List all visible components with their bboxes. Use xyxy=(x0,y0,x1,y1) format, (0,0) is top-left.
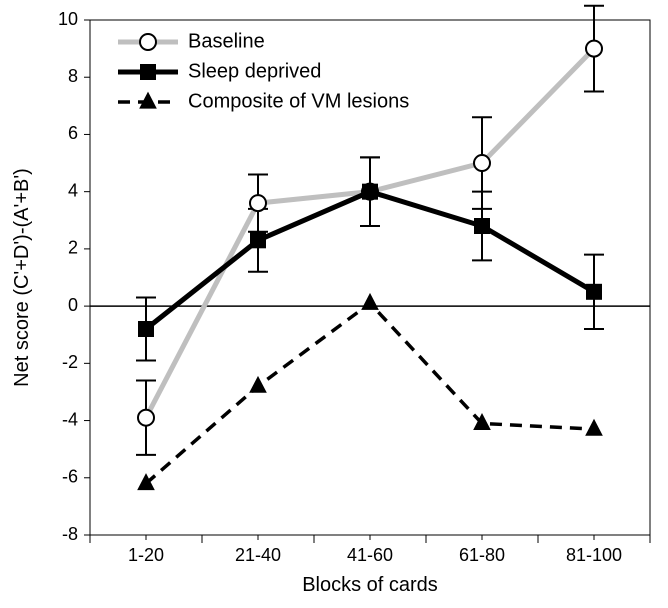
y-tick-label: 8 xyxy=(68,66,78,86)
y-tick-label: 4 xyxy=(68,180,78,200)
legend-label: Sleep deprived xyxy=(188,60,321,82)
legend-label: Baseline xyxy=(188,30,265,52)
y-tick-label: 0 xyxy=(68,295,78,315)
legend-item-vm: Composite of VM lesions xyxy=(118,90,409,112)
legend-item-baseline: Baseline xyxy=(118,30,265,52)
y-tick-label: 10 xyxy=(58,9,78,29)
y-tick-label: -6 xyxy=(62,467,78,487)
y-tick-label: -8 xyxy=(62,524,78,544)
net-score-chart: -8 -6 -4 -2 0 2 4 6 8 10 1-20 21-40 41-60 61-80 81-100… xyxy=(0,0,668,608)
x-tick-label: 21-40 xyxy=(235,545,281,565)
x-tick-label: 1-20 xyxy=(128,545,164,565)
y-tick-label: -2 xyxy=(62,352,78,372)
y-tick-label: -4 xyxy=(62,409,78,429)
x-tick-label: 61-80 xyxy=(459,545,505,565)
legend-label: Composite of VM lesions xyxy=(188,90,409,112)
series-line-vm xyxy=(146,303,594,483)
y-tick-label: 6 xyxy=(68,123,78,143)
y-axis-title: Net score (C'+D')-(A'+B') xyxy=(11,168,33,387)
chart-svg: -8 -6 -4 -2 0 2 4 6 8 10 1-20 21-40 41-60 61-80 81-100… xyxy=(0,0,668,608)
legend-item-sleep: Sleep deprived xyxy=(118,60,321,82)
x-axis-title: Blocks of cards xyxy=(302,574,438,596)
x-tick-label: 81-100 xyxy=(566,545,622,565)
x-tick-label: 41-60 xyxy=(347,545,393,565)
y-tick-label: 2 xyxy=(68,238,78,258)
